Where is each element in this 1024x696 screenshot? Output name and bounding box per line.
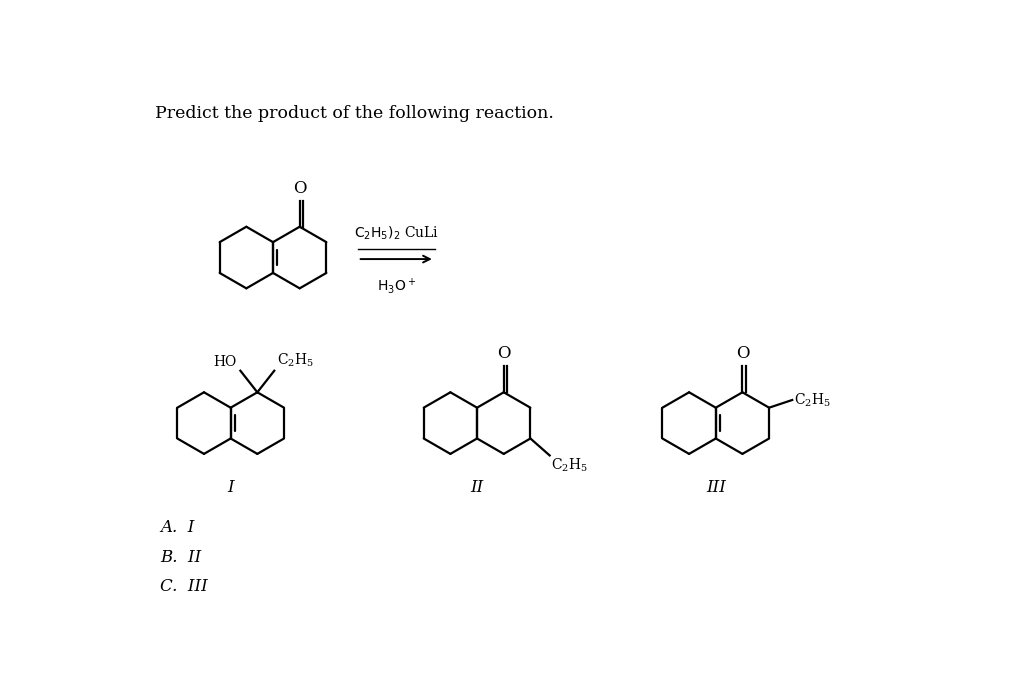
Text: HO: HO — [213, 355, 237, 369]
Text: B.  II: B. II — [160, 548, 201, 566]
Text: $\mathrm{C_2H_5)_2}$ CuLi: $\mathrm{C_2H_5)_2}$ CuLi — [353, 225, 438, 242]
Text: III: III — [706, 479, 726, 496]
Text: O: O — [735, 345, 750, 362]
Text: A.  I: A. I — [160, 519, 195, 537]
Text: $\mathregular{C_2H_5}$: $\mathregular{C_2H_5}$ — [278, 351, 314, 369]
Text: II: II — [470, 479, 483, 496]
Text: C.  III: C. III — [160, 578, 208, 595]
Text: O: O — [497, 345, 511, 362]
Text: $\mathrm{H_3O^+}$: $\mathrm{H_3O^+}$ — [377, 277, 416, 296]
Text: Predict the product of the following reaction.: Predict the product of the following rea… — [156, 105, 554, 122]
Text: $\mathregular{C_2H_5}$: $\mathregular{C_2H_5}$ — [551, 457, 588, 475]
Text: I: I — [227, 479, 233, 496]
Text: O: O — [293, 180, 306, 197]
Text: $\mathregular{C_2H_5}$: $\mathregular{C_2H_5}$ — [794, 391, 830, 409]
